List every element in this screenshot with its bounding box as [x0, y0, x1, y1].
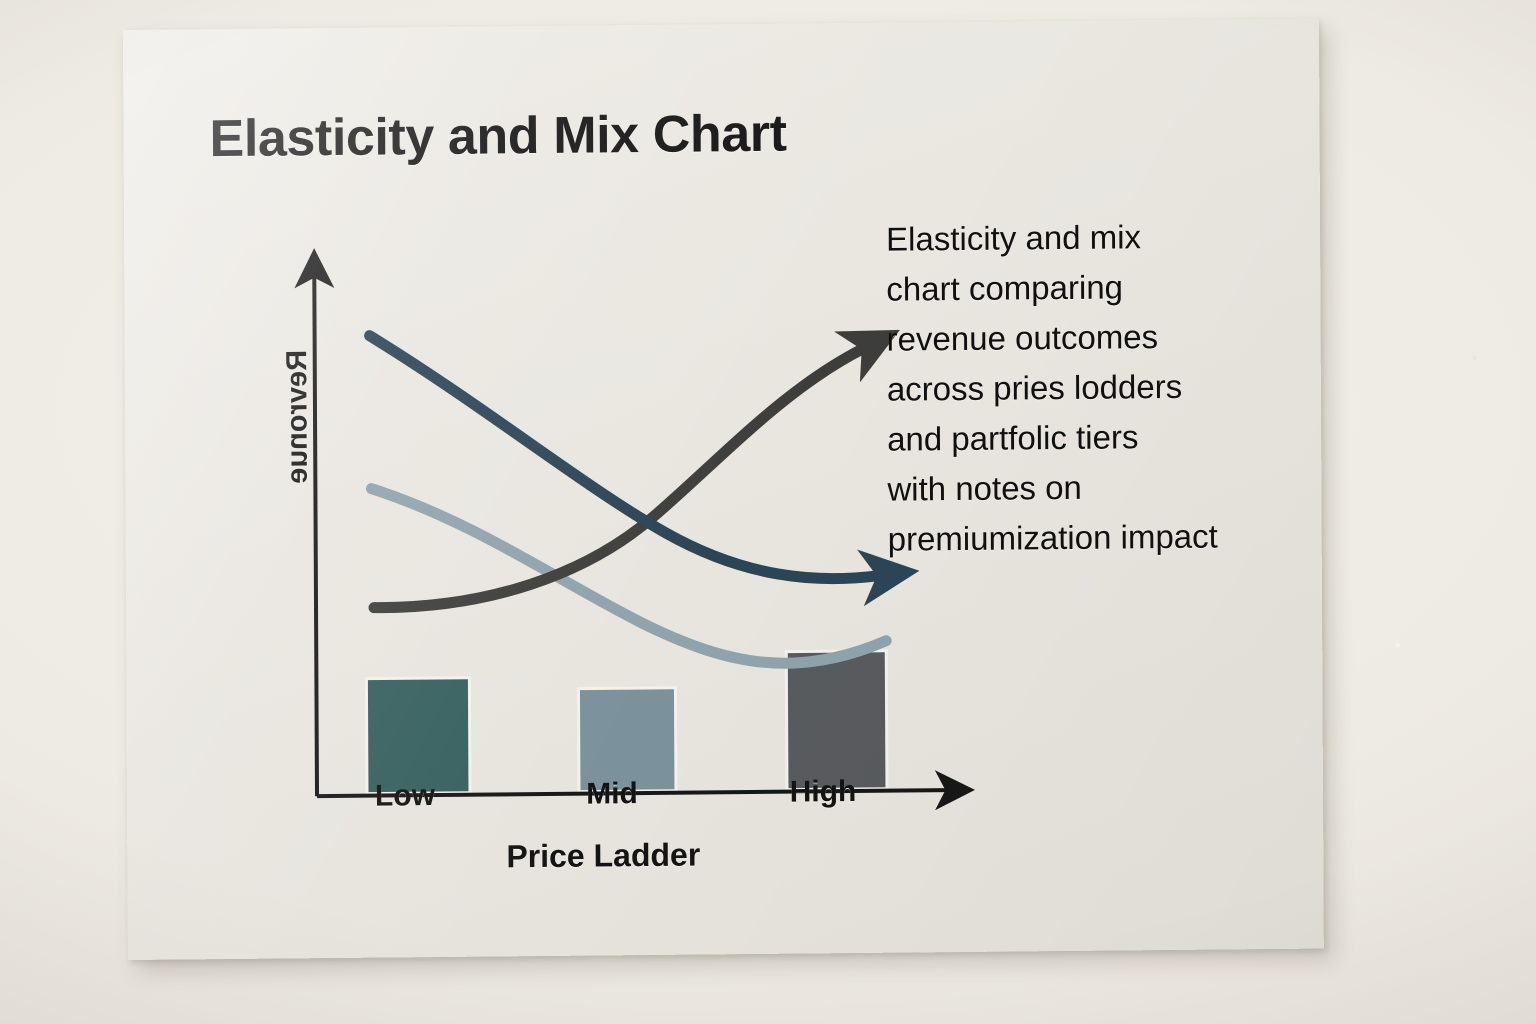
annotation-line-3: revenue outcomes	[886, 318, 1159, 358]
annotation-line-4: across pries lodders	[886, 367, 1183, 408]
chart-svg	[294, 248, 975, 811]
bar-group	[364, 649, 889, 796]
annotation-line-2: chart comparing	[886, 268, 1124, 308]
annotation-text: Elasticity and mix chart comparing reven…	[886, 211, 1308, 565]
chart-canvas	[184, 212, 1008, 920]
annotation-line-7: premiumization impact	[887, 517, 1218, 558]
annotation-line-5: and partfolic tiers	[887, 418, 1139, 458]
x-tick-label-low: Low	[374, 779, 436, 813]
poster-card: Elasticity and Mix Chart	[123, 18, 1324, 960]
page-title: Elasticity and Mix Chart	[209, 104, 787, 169]
curve-premiumization	[368, 329, 900, 614]
bar-low	[364, 676, 472, 796]
annotation-line-1: Elasticity and mix	[886, 218, 1142, 258]
x-tick-label-high: High	[789, 774, 857, 809]
curve-elasticity	[364, 330, 920, 607]
curve-volume	[365, 483, 892, 669]
x-axis-title: Price Ladder	[506, 836, 701, 875]
x-tick-label-mid: Mid	[586, 777, 638, 811]
y-axis-title: Revronue	[281, 349, 314, 484]
y-axis	[294, 248, 335, 797]
x-axis	[317, 770, 975, 811]
bar-high	[784, 649, 889, 792]
annotation-line-6: with notes on	[887, 468, 1082, 508]
card-inner: Elasticity and Mix Chart	[123, 19, 1324, 960]
